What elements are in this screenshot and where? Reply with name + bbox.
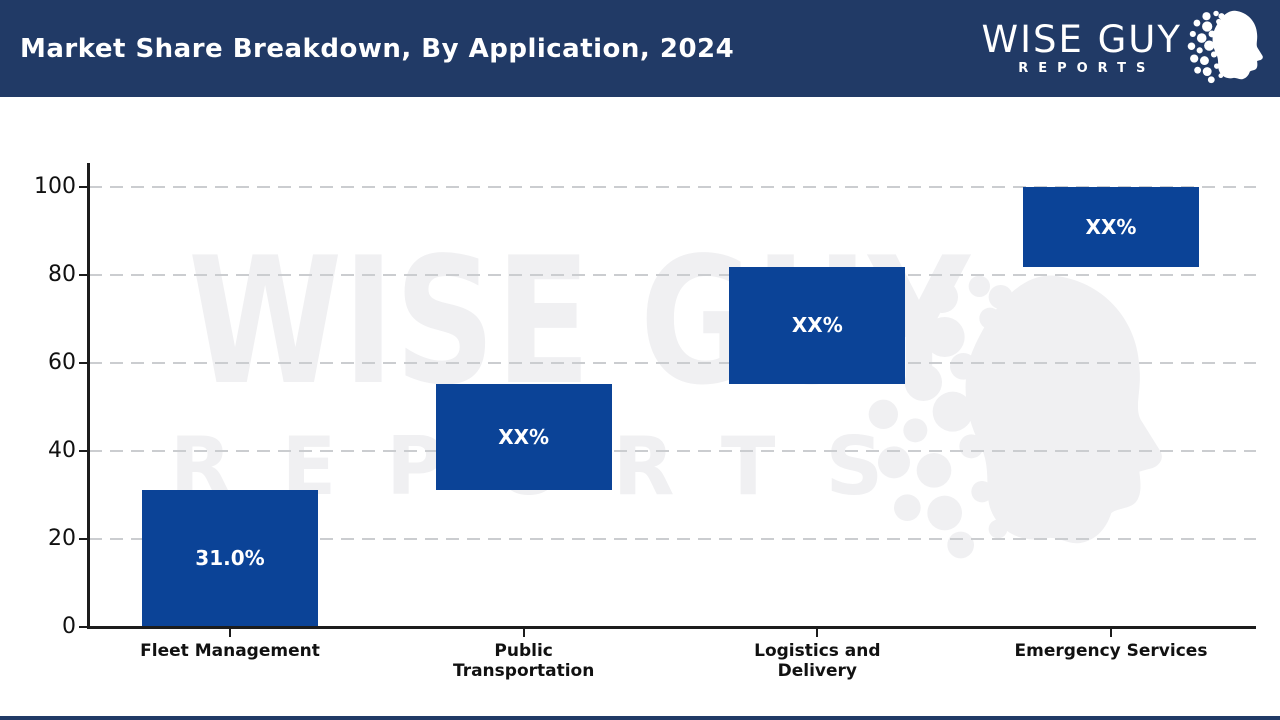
bar-public-transportation: XX%: [435, 383, 612, 491]
x-tick-mark: [229, 629, 231, 637]
gridline-100: [89, 185, 1256, 188]
y-tick-mark: [79, 361, 87, 364]
y-tick-mark: [79, 449, 87, 452]
bar-value-label: XX%: [1085, 214, 1137, 239]
header-bar: Market Share Breakdown, By Application, …: [0, 0, 1280, 97]
gridline-80: [89, 273, 1256, 276]
x-category-label: Fleet Management: [140, 641, 320, 661]
bar-value-label: XX%: [498, 424, 550, 449]
y-tick-label: 100: [34, 173, 76, 199]
footer-accent-bar: [0, 716, 1280, 720]
bar-value-label: 31.0%: [195, 546, 265, 571]
x-category-label: Public Transportation: [452, 641, 595, 681]
y-axis-line: [87, 163, 90, 629]
y-tick-mark: [79, 625, 87, 628]
x-tick-mark: [1110, 629, 1112, 637]
y-tick-mark: [79, 273, 87, 276]
bar-value-label: XX%: [791, 313, 843, 338]
gridline-40: [89, 449, 1256, 452]
x-tick-mark: [816, 629, 819, 637]
plot-area: WISE GUY REPORTS 31.0%XX%XX%XX% 02040608…: [0, 97, 1280, 716]
brand-subname: REPORTS: [1018, 61, 1156, 77]
y-tick-label: 20: [48, 525, 76, 551]
x-category-label: Logistics and Delivery: [754, 641, 881, 681]
chart-title: Market Share Breakdown, By Application, …: [20, 33, 735, 64]
y-tick-mark: [79, 185, 87, 188]
watermark-face-icon: [862, 225, 1182, 625]
x-axis-line: [87, 626, 1256, 629]
y-tick-label: 40: [48, 437, 76, 463]
brand-logo-text: WISE GUY REPORTS: [981, 17, 1182, 77]
bar-logistics-and-delivery: XX%: [729, 266, 906, 384]
x-category-label: Emergency Services: [1014, 641, 1208, 661]
brand-name: WISE GUY: [981, 17, 1182, 61]
gridline-20: [89, 537, 1256, 540]
x-tick-mark: [522, 629, 525, 637]
gridline-60: [89, 361, 1256, 364]
y-tick-label: 80: [48, 261, 76, 287]
bar-fleet-management: 31.0%: [142, 490, 318, 627]
y-tick-mark: [79, 537, 87, 540]
brand-face-icon: [1186, 7, 1268, 91]
y-tick-label: 60: [48, 349, 76, 375]
bar-emergency-services: XX%: [1023, 186, 1199, 267]
brand-logo: WISE GUY REPORTS: [982, 7, 1280, 91]
y-tick-label: 0: [62, 613, 76, 639]
